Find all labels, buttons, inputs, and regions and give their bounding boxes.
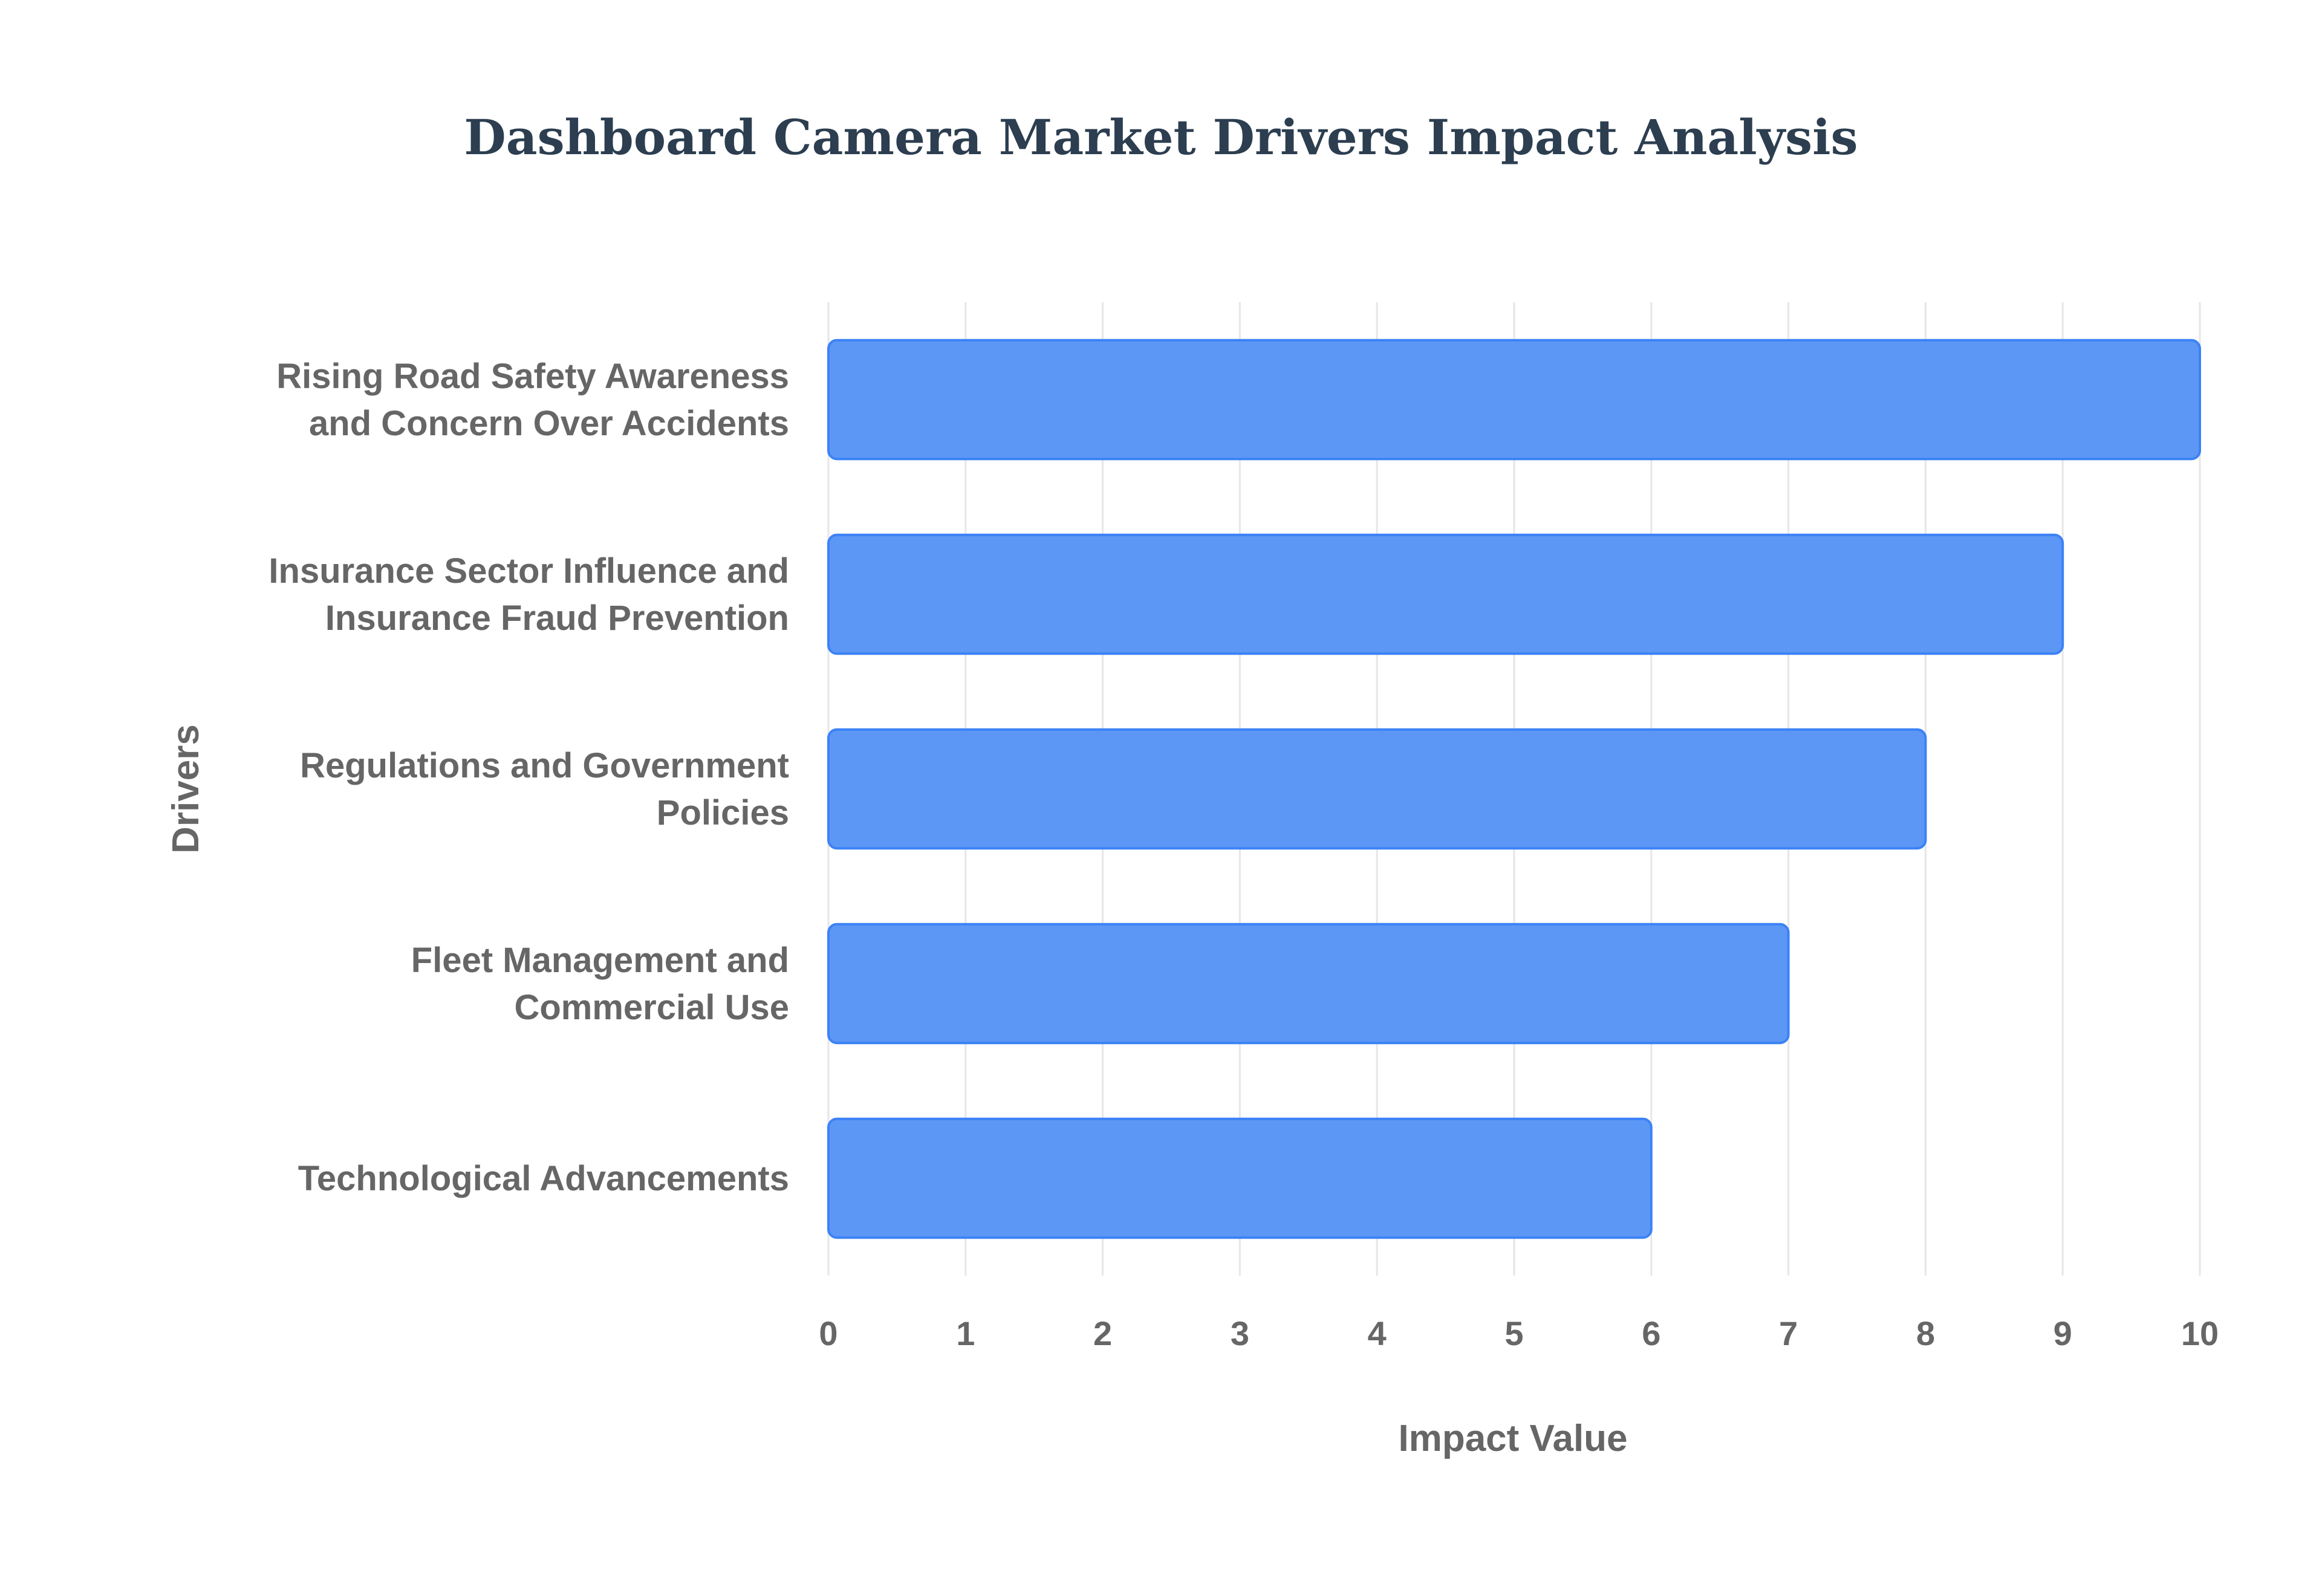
category-label: Rising Road Safety Awareness and Concern … — [276, 357, 789, 443]
chart-title: Dashboard Camera Market Drivers Impact A… — [464, 109, 1858, 166]
category-label-line: Regulations and Government — [300, 746, 789, 785]
bar — [827, 728, 1927, 850]
x-tick-label: 8 — [1916, 1314, 1935, 1352]
x-tick-label: 5 — [1504, 1314, 1523, 1352]
bar — [827, 533, 2064, 655]
category-label: Technological Advancements — [298, 1159, 789, 1198]
bar — [827, 1117, 1653, 1239]
x-axis-title: Impact Value — [1398, 1418, 1627, 1459]
category-label-line: Fleet Management and — [411, 941, 789, 980]
bar — [827, 923, 1790, 1045]
x-tick-label: 10 — [2181, 1314, 2219, 1352]
bar — [827, 339, 2201, 461]
x-tick-label: 3 — [1231, 1314, 1249, 1352]
bars — [827, 339, 2201, 1239]
category-label-line: Rising Road Safety Awareness — [276, 357, 789, 396]
x-tick-label: 2 — [1093, 1314, 1112, 1352]
category-label-line: Insurance Fraud Prevention — [325, 598, 789, 638]
category-label: Insurance Sector Influence and Insurance … — [268, 551, 789, 638]
category-label-line: Technological Advancements — [298, 1159, 789, 1198]
category-label-line: Commercial Use — [514, 988, 789, 1027]
x-tick-label: 0 — [819, 1314, 837, 1352]
category-label: Fleet Management and Commercial Use — [411, 941, 789, 1027]
x-tick-label: 9 — [2054, 1314, 2072, 1352]
y-axis-title: Drivers — [165, 724, 207, 854]
category-labels: Rising Road Safety Awareness and Concern … — [268, 357, 789, 1198]
category-label-line: Insurance Sector Influence and — [268, 551, 789, 591]
x-tick-label: 6 — [1642, 1314, 1660, 1352]
category-label: Regulations and Government Policies — [300, 746, 789, 832]
x-tick-label: 7 — [1779, 1314, 1798, 1352]
x-tick-label: 1 — [956, 1314, 975, 1352]
category-label-line: and Concern Over Accidents — [309, 404, 789, 443]
category-label-line: Policies — [657, 793, 789, 832]
x-tick-label: 4 — [1368, 1314, 1387, 1352]
x-tick-labels: 0 1 2 3 4 5 6 7 8 9 10 — [819, 1314, 2219, 1352]
